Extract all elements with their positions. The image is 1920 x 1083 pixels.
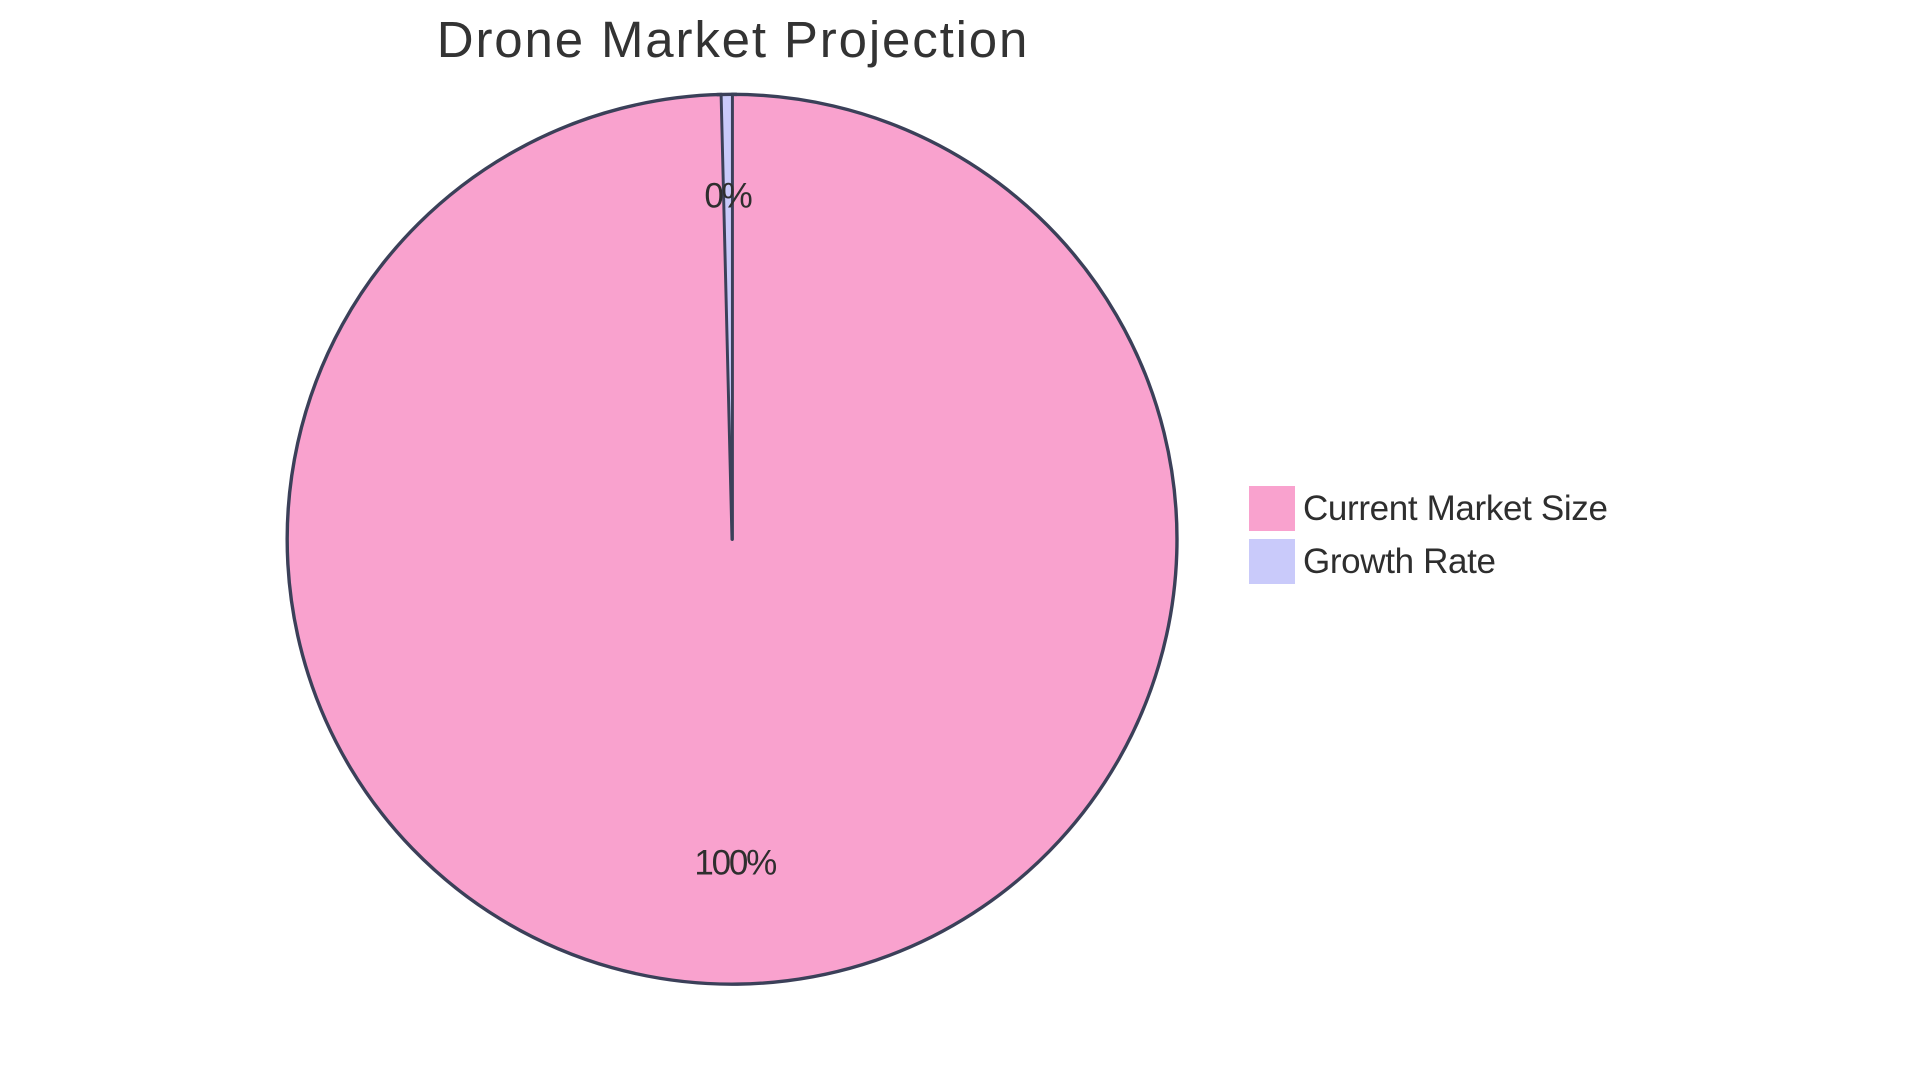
svg-text:0%: 0%: [704, 177, 751, 216]
svg-text:100%: 100%: [694, 843, 776, 882]
